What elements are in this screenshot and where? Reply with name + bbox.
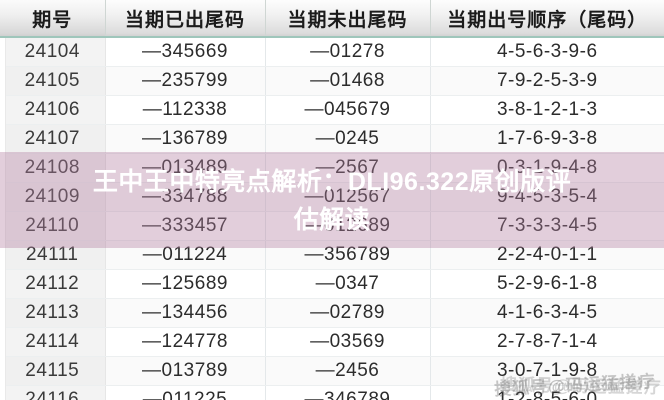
table-header-row: 期号 当期已出尾码 当期未出尾码 当期出号顺序（尾码） <box>0 0 664 38</box>
cell-period: 24111 <box>0 240 106 270</box>
column-header-missing-tails: 当期未出尾码 <box>265 0 431 38</box>
cell-missing-tails: —0347 <box>265 269 431 299</box>
cell-drawn-tails: —124778 <box>105 327 266 357</box>
cell-drawn-tails: —011225 <box>105 385 266 400</box>
cell-draw-order: 1-7-6-9-3-8 <box>430 124 664 154</box>
cell-period: 24112 <box>0 269 106 299</box>
cell-drawn-tails: —013789 <box>105 356 266 386</box>
cell-missing-tails: —012689 <box>265 211 431 241</box>
table-row: 24105 —235799 —01468 7-9-2-5-3-9 <box>0 66 664 96</box>
cell-draw-order: 3-8-1-2-1-3 <box>430 95 664 125</box>
table-row: 24113 —134456 —02789 4-1-6-3-4-5 <box>0 298 664 328</box>
cell-missing-tails: —02789 <box>265 298 431 328</box>
cell-period: 24115 <box>0 356 106 386</box>
cell-missing-tails: —03569 <box>265 327 431 357</box>
cell-period: 24104 <box>0 37 106 67</box>
table-header: 期号 当期已出尾码 当期未出尾码 当期出号顺序（尾码） <box>0 0 664 38</box>
table-row: 24114 —124778 —03569 2-7-8-7-1-4 <box>0 327 664 357</box>
cell-missing-tails: —2456 <box>265 356 431 386</box>
cell-missing-tails: —01278 <box>265 37 431 67</box>
column-header-drawn-tails: 当期已出尾码 <box>105 0 266 38</box>
column-header-draw-order: 当期出号顺序（尾码） <box>430 0 664 38</box>
cell-draw-order: 3-0-7-1-9-8 <box>430 356 664 386</box>
cell-draw-order: 5-2-9-6-1-8 <box>430 269 664 299</box>
cell-drawn-tails: —125689 <box>105 269 266 299</box>
cell-draw-order: 7-3-3-3-4-5 <box>430 211 664 241</box>
table-row: 24110 —333457 —012689 7-3-3-3-4-5 <box>0 211 664 241</box>
cell-period: 24105 <box>0 66 106 96</box>
cell-draw-order: 7-9-2-5-3-9 <box>430 66 664 96</box>
cell-draw-order: 0-3-1-9-4-8 <box>430 153 664 183</box>
title-overlay-band <box>0 152 664 248</box>
table-row: 24111 —011224 —356789 2-2-4-0-1-1 <box>0 240 664 270</box>
column-header-period: 期号 <box>0 0 106 38</box>
cell-draw-order: 2-2-4-0-1-1 <box>430 240 664 270</box>
cell-drawn-tails: —345669 <box>105 37 266 67</box>
cell-missing-tails: —01468 <box>265 66 431 96</box>
table-row: 24108 —013489 —2567 0-3-1-9-4-8 <box>0 153 664 183</box>
cell-draw-order: 1-2-8-5-6-0 <box>430 385 664 400</box>
cell-period: 24106 <box>0 95 106 125</box>
cell-draw-order: 4-5-6-3-9-6 <box>430 37 664 67</box>
cell-drawn-tails: —235799 <box>105 66 266 96</box>
article-title-line-2: 估解读 <box>293 206 371 234</box>
table-body: 24104 —345669 —01278 4-5-6-3-9-6 24105 —23579… <box>0 37 664 400</box>
table-row: 24109 —334788 —012567 9-4-5-3-5-4 <box>0 182 664 212</box>
cell-missing-tails: —356789 <box>265 240 431 270</box>
cell-period: 24108 <box>0 153 106 183</box>
cell-draw-order: 2-7-8-7-1-4 <box>430 327 664 357</box>
cell-drawn-tails: —136789 <box>105 124 266 154</box>
cell-draw-order: 9-4-5-3-5-4 <box>430 182 664 212</box>
cell-period: 24114 <box>0 327 106 357</box>
article-title-overlay: 王中王中特亮点解析：DLI96.322原创版评 估解读 <box>0 160 664 242</box>
table-row: 24115 —013789 —2456 3-0-7-1-9-8 <box>0 356 664 386</box>
cell-missing-tails: —2567 <box>265 153 431 183</box>
cell-missing-tails: —346789 <box>265 385 431 400</box>
cell-drawn-tails: —011224 <box>105 240 266 270</box>
cell-drawn-tails: —013489 <box>105 153 266 183</box>
article-title-line-1: 王中王中特亮点解析：DLI96.322原创版评 <box>92 168 572 196</box>
cell-period: 24107 <box>0 124 106 154</box>
cell-drawn-tails: —333457 <box>105 211 266 241</box>
table-row: 24106 —112338 —045679 3-8-1-2-1-3 <box>0 95 664 125</box>
cell-period: 24113 <box>0 298 106 328</box>
cell-missing-tails: —0245 <box>265 124 431 154</box>
cell-drawn-tails: —334788 <box>105 182 266 212</box>
cell-missing-tails: —045679 <box>265 95 431 125</box>
cell-period: 24109 <box>0 182 106 212</box>
cell-drawn-tails: —134456 <box>105 298 266 328</box>
table-row: 24112 —125689 —0347 5-2-9-6-1-8 <box>0 269 664 299</box>
cell-period: 24110 <box>0 211 106 241</box>
table-row: 24116 —011225 —346789 1-2-8-5-6-0 <box>0 385 664 400</box>
table-row: 24104 —345669 —01278 4-5-6-3-9-6 <box>0 37 664 67</box>
cell-period: 24116 <box>0 385 106 400</box>
cell-draw-order: 4-1-6-3-4-5 <box>430 298 664 328</box>
cell-drawn-tails: —112338 <box>105 95 266 125</box>
cell-missing-tails: —012567 <box>265 182 431 212</box>
table-row: 24107 —136789 —0245 1-7-6-9-3-8 <box>0 124 664 154</box>
